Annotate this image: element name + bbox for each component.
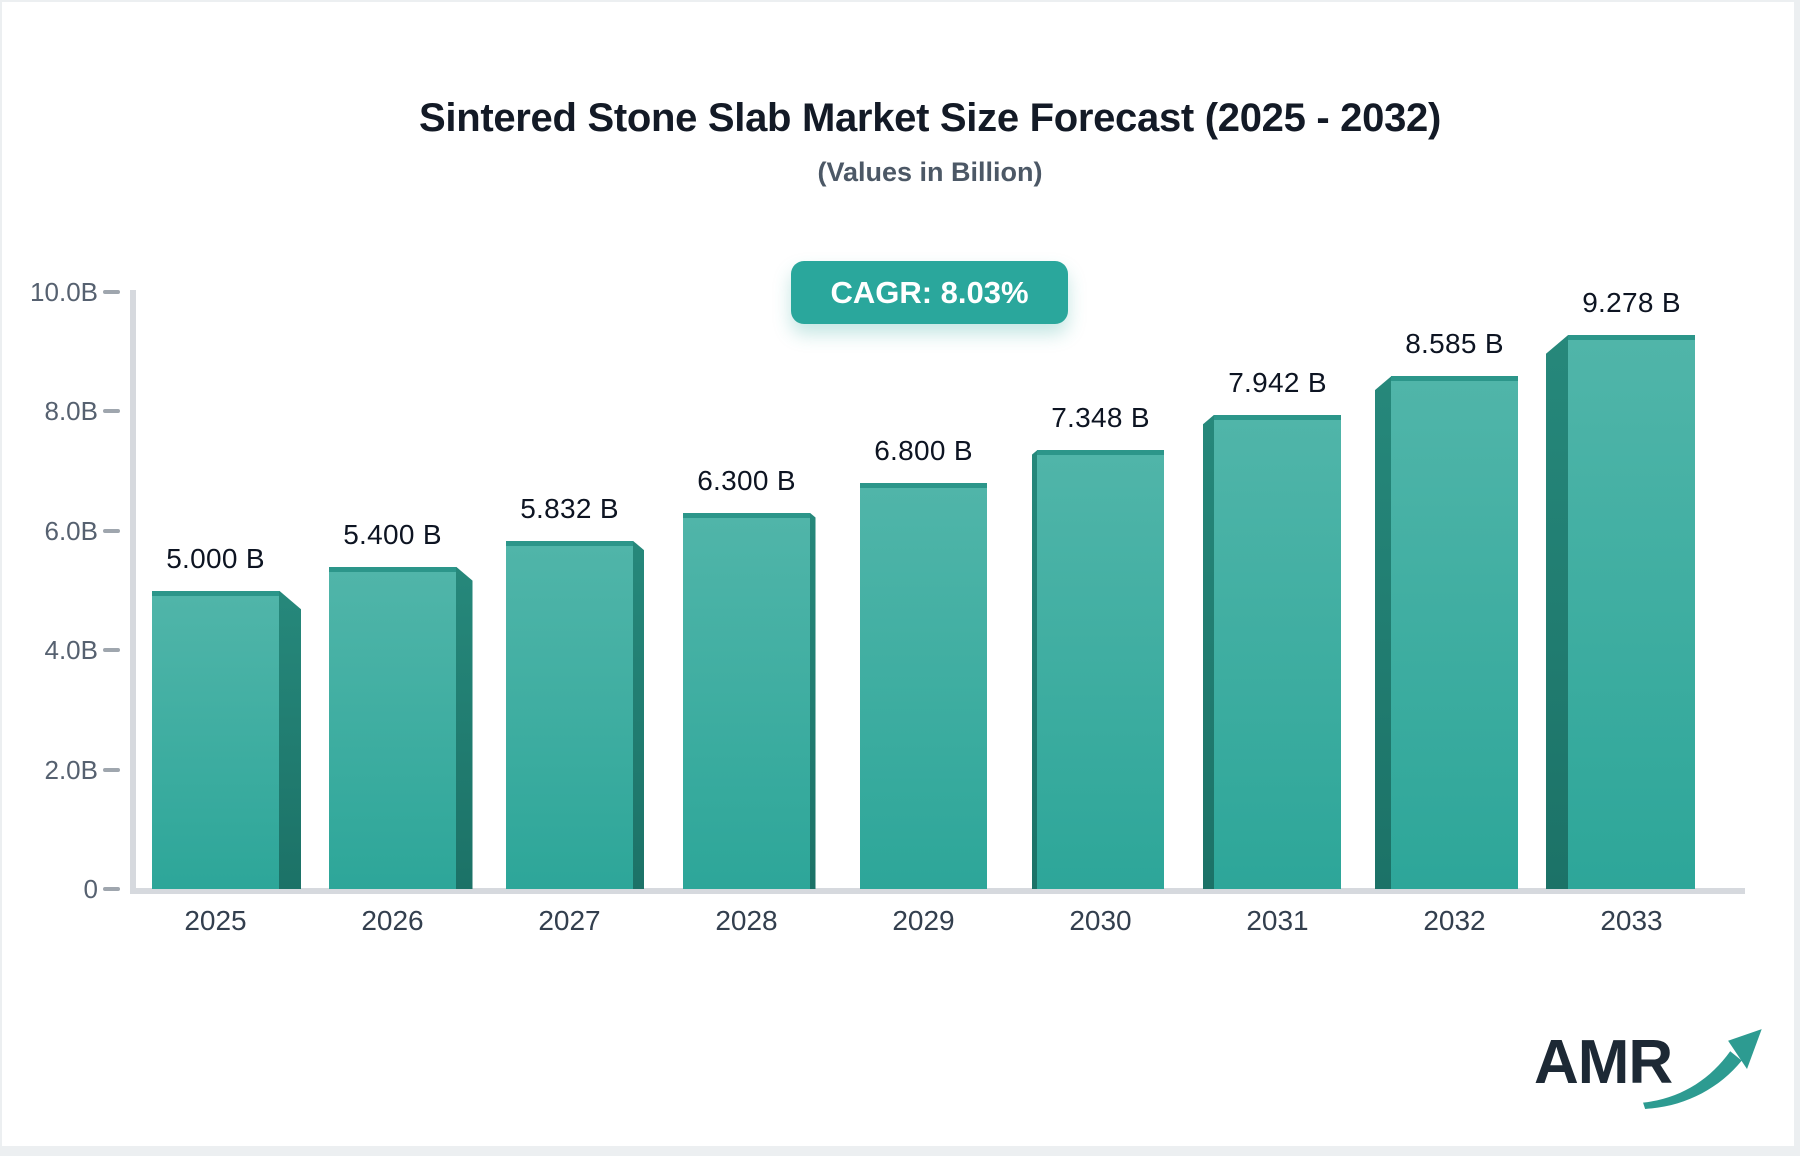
bar-front-face <box>1037 450 1164 889</box>
chart-title: Sintered Stone Slab Market Size Forecast… <box>419 96 1441 140</box>
bar-2025[interactable] <box>152 590 301 889</box>
y-axis-tick <box>103 409 120 414</box>
bar-front-face <box>860 483 987 889</box>
bar-value-label: 5.400 B <box>343 518 442 550</box>
y-axis-label: 0 <box>83 874 98 904</box>
bar-value-label: 9.278 B <box>1582 287 1681 319</box>
y-axis-tick <box>103 648 120 653</box>
y-axis-label: 2.0B <box>44 754 99 785</box>
bar-value-label: 8.585 B <box>1405 328 1504 360</box>
x-axis-label: 2028 <box>715 905 778 936</box>
y-axis-tick <box>103 887 120 891</box>
y-axis-tick <box>103 528 120 533</box>
bar-side-face <box>1031 450 1037 889</box>
bar-2033[interactable] <box>1546 335 1695 889</box>
chart-header: Sintered Stone Slab Market Size Forecast… <box>30 2 1800 188</box>
bar-2030[interactable] <box>1031 450 1164 889</box>
y-axis-label: 8.0B <box>44 396 99 427</box>
bar-2032[interactable] <box>1374 376 1518 889</box>
x-axis-label: 2025 <box>184 905 247 936</box>
x-axis-label: 2027 <box>538 905 601 936</box>
bar-front-face <box>506 540 633 889</box>
bar-value-label: 6.800 B <box>874 435 973 467</box>
bar-front-face <box>1214 414 1341 889</box>
x-axis-label: 2026 <box>361 905 424 936</box>
bar-value-label: 6.300 B <box>697 464 796 496</box>
bar-2026[interactable] <box>329 566 473 889</box>
y-axis-label: 10.0B <box>30 277 98 307</box>
growth-arrow-icon <box>1643 1029 1762 1109</box>
amr-logo-text: AMR <box>1534 1028 1673 1097</box>
y-axis-line <box>130 290 136 894</box>
bar-side-face <box>810 512 816 889</box>
bar-2028[interactable] <box>683 512 816 889</box>
bar-front-face <box>329 566 456 889</box>
x-axis-label: 2033 <box>1600 905 1663 936</box>
bar-2031[interactable] <box>1203 414 1341 889</box>
bar-value-label: 5.832 B <box>520 492 619 524</box>
bar-2029[interactable] <box>860 483 987 889</box>
x-axis-label: 2031 <box>1246 905 1309 936</box>
bar-front-face <box>1568 335 1695 889</box>
bar-side-face <box>456 566 473 889</box>
y-axis-tick <box>103 767 120 772</box>
cagr-badge: CAGR: 8.03% <box>791 261 1068 324</box>
bar-2027[interactable] <box>506 540 644 889</box>
bar-value-label: 5.000 B <box>166 542 265 574</box>
y-axis-label: 4.0B <box>44 635 99 666</box>
bar-value-label: 7.348 B <box>1051 402 1150 434</box>
bar-front-face <box>1391 376 1518 889</box>
bar-side-face <box>1546 335 1568 889</box>
bar-side-face <box>279 590 301 889</box>
x-axis-line <box>130 888 1745 894</box>
bar-side-face <box>1203 414 1214 889</box>
y-axis-label: 6.0B <box>44 515 99 546</box>
bar-front-face <box>683 512 810 889</box>
x-axis-label: 2032 <box>1423 905 1486 936</box>
bar-front-face <box>152 590 279 889</box>
y-axis-tick <box>103 290 120 294</box>
bar-value-label: 7.942 B <box>1228 366 1327 398</box>
chart-subtitle: (Values in Billion) <box>817 157 1043 187</box>
amr-logo: AMR <box>1534 1028 1768 1110</box>
x-axis-label: 2029 <box>892 905 955 936</box>
x-axis-label: 2030 <box>1069 905 1132 936</box>
bar-side-face <box>1374 376 1391 889</box>
bar-side-face <box>633 540 644 889</box>
